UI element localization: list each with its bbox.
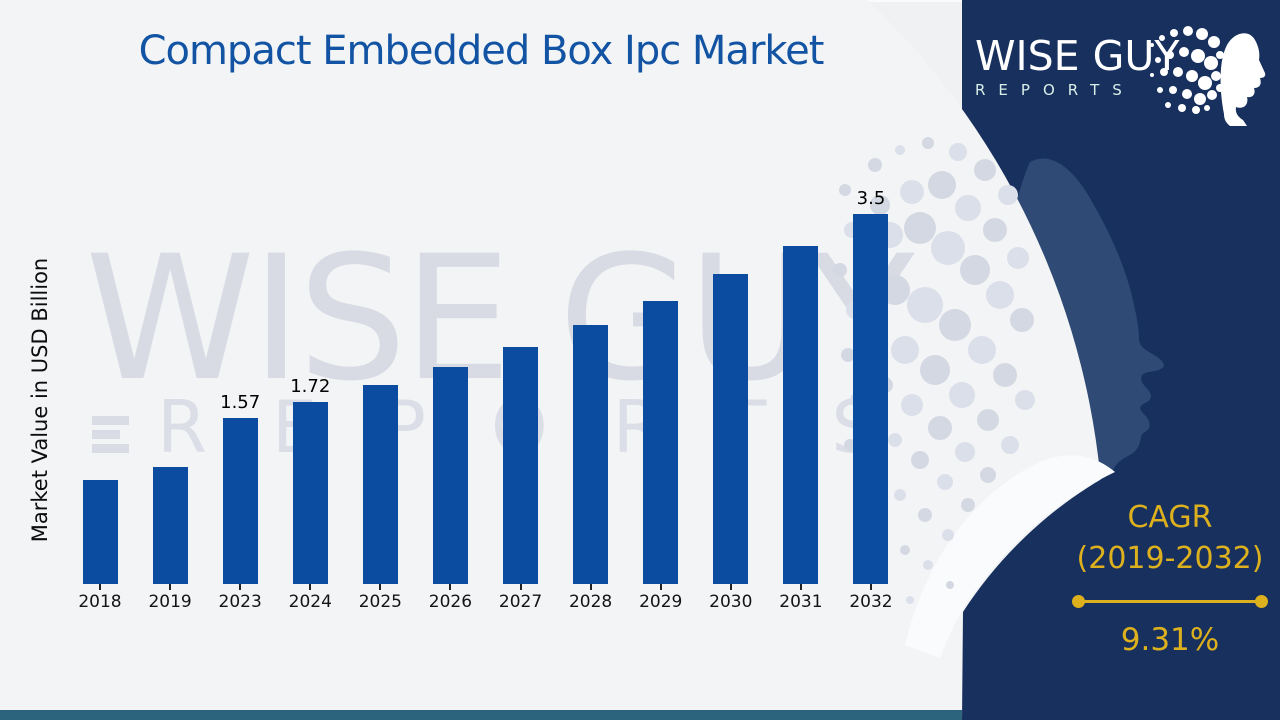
x-axis-tick-2029 <box>659 584 662 590</box>
bar-2030 <box>713 274 749 584</box>
watermark-line1: WISE GUY <box>85 218 916 419</box>
cagr-value: 9.31% <box>1120 622 1220 658</box>
footer-strip <box>0 710 962 720</box>
bar-chart: 2018 2019 1.57 2023 1.72 2024 2025 2026 2027 2028… <box>78 188 893 612</box>
x-axis-tick-2027 <box>519 584 522 590</box>
x-axis-label-2029: 2029 <box>639 592 683 612</box>
watermark-stripes-icon <box>92 416 129 453</box>
watermark-head-circle <box>0 0 1104 720</box>
cagr-label: CAGR <box>1127 500 1213 535</box>
bar-value-label-2023: 1.57 <box>220 392 261 413</box>
bar-2028 <box>573 325 609 584</box>
x-axis-tick-2032 <box>869 584 872 590</box>
x-axis-label-2026: 2026 <box>428 592 473 612</box>
x-axis-label-2032: 2032 <box>849 592 893 612</box>
bar-value-label-2024: 1.72 <box>290 376 331 397</box>
bar-2018 <box>82 480 118 584</box>
x-axis-label-2030: 2030 <box>709 592 753 612</box>
cagr-divider-right-dot <box>1255 595 1268 608</box>
x-axis-tick-2018 <box>99 584 101 590</box>
x-axis-tick-2024 <box>309 584 312 590</box>
bar-2029 <box>643 301 679 584</box>
x-axis-tick-2025 <box>379 584 382 590</box>
bar-2032 <box>853 214 889 584</box>
x-axis-tick-2019 <box>169 584 172 590</box>
brand-wordmark: WISE GUY REPORTS <box>975 32 1205 100</box>
bar-2025 <box>362 385 398 584</box>
bar-2019 <box>152 467 188 584</box>
x-axis-tick-2026 <box>449 584 452 590</box>
x-axis-label-2031: 2031 <box>779 592 823 612</box>
bar-value-label-2032: 3.5 <box>856 188 886 209</box>
cagr-period: (2019-2032) <box>1076 541 1264 576</box>
bar-2031 <box>783 246 819 584</box>
panel-lower-edge <box>962 470 1280 720</box>
bar-2023 <box>222 418 258 584</box>
x-axis-label-2024: 2024 <box>288 592 332 612</box>
chart-title: Compact Embedded Box Ipc Market <box>138 28 825 74</box>
x-axis-tick-2031 <box>799 584 802 590</box>
x-axis-tick-2028 <box>589 584 592 590</box>
bar-2026 <box>432 367 468 584</box>
brand-subtitle: REPORTS <box>975 81 1135 99</box>
brand-logo-head-icon <box>1150 26 1266 126</box>
bar-2027 <box>503 347 539 584</box>
x-axis-label-2023: 2023 <box>218 592 262 612</box>
x-axis-tick-2023 <box>239 584 242 590</box>
x-axis-label-2019: 2019 <box>148 592 192 612</box>
cagr-divider-rule <box>1078 600 1262 603</box>
x-axis-label-2028: 2028 <box>568 592 613 612</box>
cagr-divider <box>1060 594 1280 608</box>
bar-2024 <box>292 402 328 584</box>
watermark-head-highlight <box>905 455 1115 658</box>
x-axis-label-2025: 2025 <box>358 592 402 612</box>
x-axis-label-2018: 2018 <box>78 592 122 612</box>
x-axis-label-2027: 2027 <box>498 592 543 612</box>
cagr-block: CAGR (2019-2032) 9.31% <box>1060 500 1280 658</box>
x-axis-tick-2030 <box>729 584 732 590</box>
brand-name: WISE GUY <box>975 32 1180 80</box>
